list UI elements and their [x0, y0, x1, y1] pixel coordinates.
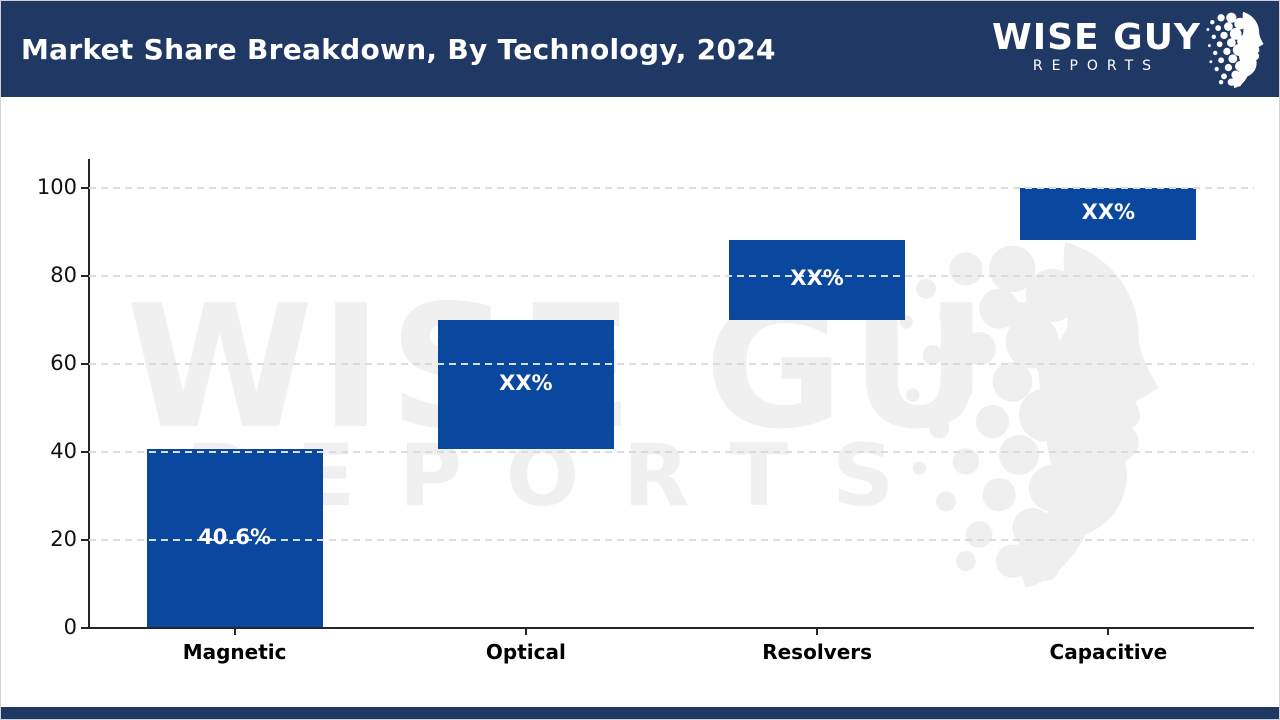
gridline — [89, 539, 1254, 541]
x-axis-line — [85, 627, 1254, 629]
bar — [437, 320, 614, 450]
category-label: Capacitive — [1049, 640, 1168, 664]
x-tick — [233, 628, 236, 635]
bar-value-label: XX% — [790, 265, 844, 290]
bar — [146, 449, 323, 628]
y-tick-label: 20 — [50, 527, 77, 551]
category-label: Resolvers — [762, 640, 873, 664]
y-tick — [81, 275, 89, 277]
y-tick — [81, 363, 89, 365]
brand-logo: WISE GUY REPORTS — [992, 5, 1269, 93]
bar-value-label: XX% — [499, 370, 553, 395]
y-tick-label: 80 — [50, 263, 77, 287]
x-tick — [816, 628, 819, 635]
bar-value-label: XX% — [1081, 199, 1136, 224]
gridline — [89, 187, 1254, 189]
page-title: Market Share Breakdown, By Technology, 2… — [21, 32, 776, 66]
footer-bar — [1, 707, 1279, 719]
gridline — [89, 451, 1254, 453]
header-bar: Market Share Breakdown, By Technology, 2… — [1, 1, 1279, 97]
bar — [729, 239, 906, 320]
y-tick-label: 100 — [36, 175, 77, 199]
y-tick-label: 60 — [50, 351, 77, 375]
y-axis-line — [88, 159, 90, 629]
brand-logo-text: WISE GUY REPORTS — [992, 19, 1201, 74]
y-tick — [81, 539, 89, 541]
bar — [1020, 188, 1197, 240]
y-tick — [81, 187, 89, 189]
y-tick-label: 40 — [50, 439, 77, 463]
gridline — [89, 363, 1254, 365]
x-tick — [524, 628, 527, 635]
bar-value-label: 40.6% — [198, 524, 272, 549]
watermark-dotted-head-icon — [899, 242, 1159, 588]
brand-name: WISE GUY — [991, 17, 1201, 58]
brand-subtitle: REPORTS — [1032, 57, 1161, 74]
y-tick — [81, 451, 89, 453]
x-tick — [1107, 628, 1110, 635]
category-label: Optical — [485, 640, 566, 664]
watermark-text: WISE GUY — [126, 269, 1124, 467]
y-tick-label: 0 — [63, 615, 77, 639]
gridline — [89, 275, 1254, 277]
brand-dotted-head-icon — [1206, 11, 1264, 89]
category-label: Magnetic — [182, 640, 287, 664]
